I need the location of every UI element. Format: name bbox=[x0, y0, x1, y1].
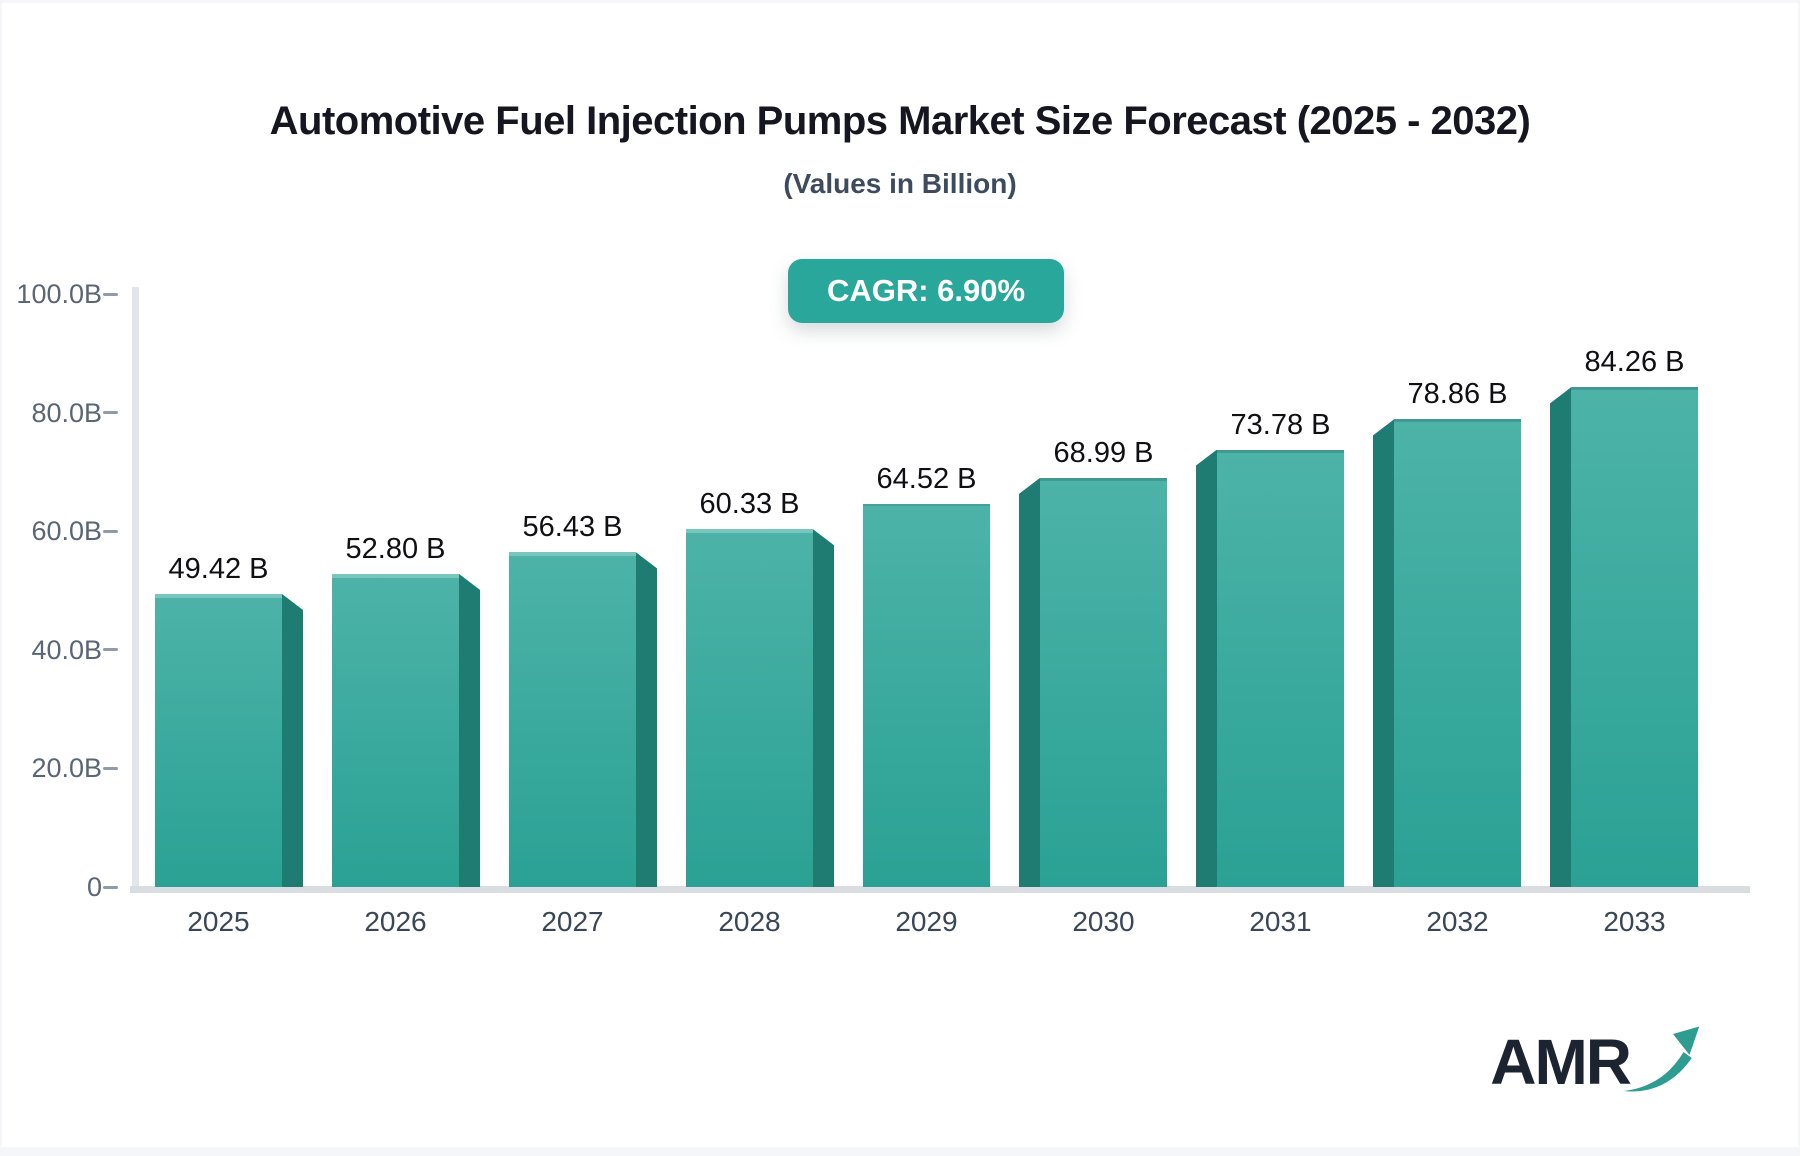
bar-front-face bbox=[1394, 419, 1521, 887]
bar-front-face bbox=[863, 504, 990, 887]
y-axis-tick-label: 80.0B bbox=[31, 397, 102, 428]
bar-2026 bbox=[307, 573, 484, 887]
bar-value-label: 64.52 B bbox=[876, 463, 977, 496]
bar-front-face bbox=[509, 552, 636, 887]
x-axis-label-2025: 2025 bbox=[187, 906, 250, 937]
chart-subtitle: (Values in Billion) bbox=[783, 168, 1017, 199]
y-axis-tick-label: 60.0B bbox=[31, 516, 102, 547]
bar-2030 bbox=[1015, 477, 1192, 887]
cagr-badge-label: CAGR: 6.90% bbox=[826, 273, 1026, 308]
y-axis-tick-mark bbox=[103, 885, 118, 889]
bar-front-face bbox=[1571, 387, 1698, 887]
bar-value-label: 60.33 B bbox=[699, 488, 800, 521]
bar-value-label: 49.42 B bbox=[168, 552, 269, 585]
y-axis-tick-mark bbox=[103, 529, 118, 533]
x-axis-label-2031: 2031 bbox=[1249, 906, 1312, 937]
y-axis-tick-mark bbox=[103, 766, 118, 770]
bar-side-face bbox=[1196, 449, 1217, 887]
y-axis-tick-label: 40.0B bbox=[31, 634, 102, 665]
x-axis-line bbox=[130, 886, 1750, 893]
bar-2027 bbox=[484, 552, 661, 887]
y-axis-line bbox=[132, 287, 139, 893]
bar-2025 bbox=[130, 593, 307, 887]
y-axis-tick-label: 100.0B bbox=[16, 279, 102, 309]
chart-plot-area: 49.42 B 52.80 B 56.43 B 60.33 B 64.52 B 68.99… bbox=[130, 294, 1723, 887]
bar-front-face bbox=[1217, 449, 1344, 887]
bar-2033 bbox=[1546, 387, 1723, 887]
amr-logo: AMR bbox=[1490, 1025, 1700, 1099]
amr-logo-text: AMR bbox=[1490, 1026, 1632, 1098]
bar-side-face bbox=[1373, 419, 1394, 887]
y-axis-tick-label: 20.0B bbox=[31, 753, 102, 784]
x-axis-label-2032: 2032 bbox=[1426, 906, 1489, 937]
bar-front-face bbox=[686, 529, 813, 887]
y-axis-tick-mark bbox=[103, 411, 118, 415]
bar-side-face bbox=[459, 573, 480, 887]
x-axis-label-2026: 2026 bbox=[364, 906, 427, 937]
x-axis-label-2028: 2028 bbox=[718, 906, 781, 937]
bar-value-label: 68.99 B bbox=[1053, 436, 1154, 469]
bar-value-label: 84.26 B bbox=[1584, 346, 1685, 379]
bar-2032 bbox=[1369, 419, 1546, 887]
bar-side-face bbox=[636, 552, 657, 887]
bar-side-face bbox=[282, 593, 303, 887]
bar-side-face bbox=[1019, 477, 1040, 887]
bar-2031 bbox=[1192, 449, 1369, 887]
bar-front-face bbox=[1040, 477, 1167, 887]
y-axis-tick-mark bbox=[103, 648, 118, 652]
bar-value-label: 56.43 B bbox=[522, 511, 623, 544]
x-axis-label-2029: 2029 bbox=[895, 906, 958, 937]
chart-card: Automotive Fuel Injection Pumps Market S… bbox=[2, 3, 1798, 1147]
y-axis-tick-mark bbox=[103, 292, 118, 296]
y-axis-tick-label: 0 bbox=[86, 872, 102, 902]
x-axis-label-2030: 2030 bbox=[1072, 906, 1135, 937]
bar-front-face bbox=[155, 593, 282, 887]
bar-value-label: 78.86 B bbox=[1407, 378, 1508, 411]
bar-side-face bbox=[1550, 387, 1571, 887]
bar-value-label: 73.78 B bbox=[1230, 408, 1331, 441]
cagr-badge: CAGR: 6.90% bbox=[788, 259, 1064, 323]
growth-arrow-icon bbox=[1623, 1026, 1700, 1092]
bar-2028 bbox=[661, 529, 838, 887]
bar-front-face bbox=[332, 573, 459, 887]
bar-value-label: 52.80 B bbox=[345, 532, 446, 565]
x-axis-label-2027: 2027 bbox=[541, 906, 604, 937]
bar-side-face bbox=[813, 529, 834, 887]
x-axis-label-2033: 2033 bbox=[1603, 906, 1666, 937]
bar-2029 bbox=[838, 504, 1015, 887]
chart-title: Automotive Fuel Injection Pumps Market S… bbox=[269, 99, 1531, 143]
